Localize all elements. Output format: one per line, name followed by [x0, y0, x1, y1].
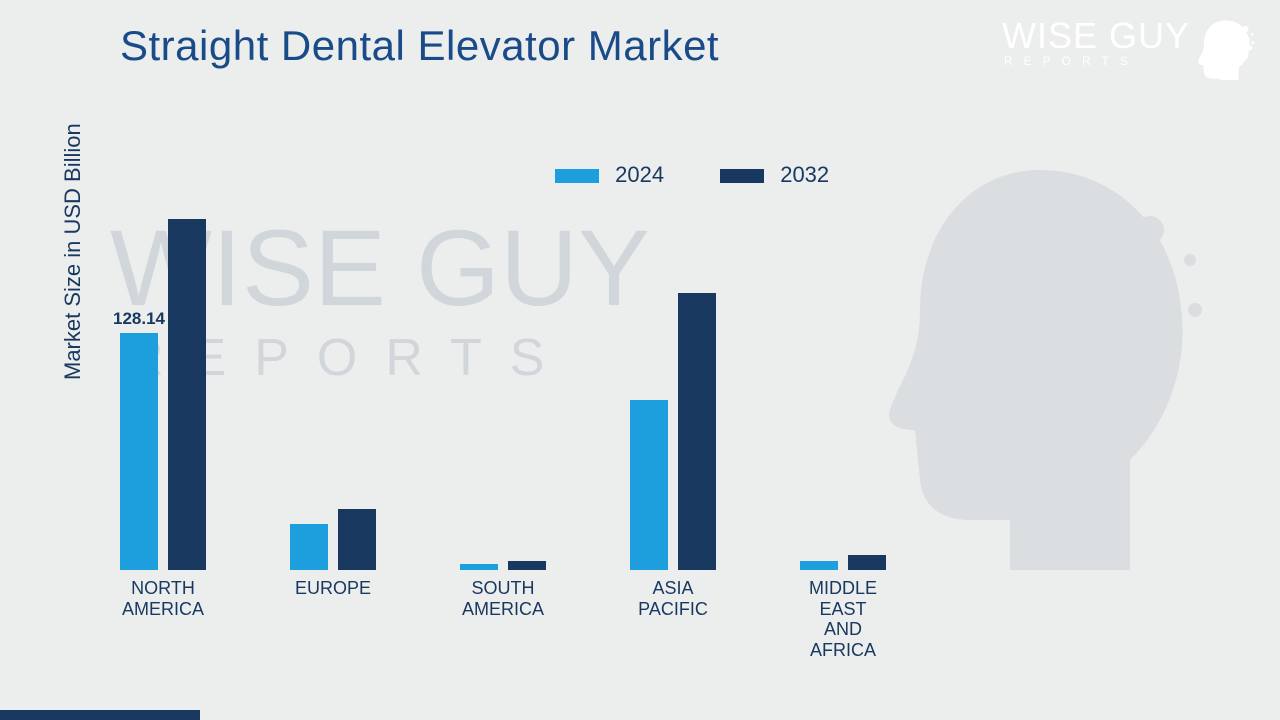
bar-chart: 128.14NORTHAMERICAEUROPESOUTHAMERICAASIA… [100, 200, 970, 570]
bar-2032 [508, 561, 546, 570]
bottom-strip [0, 710, 200, 720]
chart-title: Straight Dental Elevator Market [120, 22, 719, 70]
head-icon [1194, 18, 1256, 85]
bar-2024 [460, 564, 498, 570]
bar-2032 [848, 555, 886, 570]
bar-2024 [120, 333, 158, 570]
bar-value-label: 128.14 [113, 309, 165, 329]
brand-sub: REPORTS [1004, 54, 1190, 68]
brand-logo: WISE GUY REPORTS [1002, 18, 1256, 85]
bar-2024 [630, 400, 668, 570]
legend-item-2032: 2032 [720, 162, 829, 188]
legend-item-2024: 2024 [555, 162, 664, 188]
category-label: SOUTHAMERICA [428, 578, 578, 619]
brand-name: WISE GUY [1002, 15, 1190, 56]
bar-2032 [168, 219, 206, 571]
legend: 2024 2032 [555, 162, 829, 188]
bar-2024 [800, 561, 838, 570]
legend-swatch-2032 [720, 169, 764, 183]
legend-label-2024: 2024 [615, 162, 664, 187]
legend-swatch-2024 [555, 169, 599, 183]
category-label: ASIAPACIFIC [598, 578, 748, 619]
bar-2024 [290, 524, 328, 570]
category-label: NORTHAMERICA [88, 578, 238, 619]
y-axis-label: Market Size in USD Billion [60, 123, 86, 380]
bar-2032 [678, 293, 716, 571]
category-label: MIDDLEEASTANDAFRICA [768, 578, 918, 661]
category-label: EUROPE [258, 578, 408, 599]
legend-label-2032: 2032 [780, 162, 829, 187]
bar-2032 [338, 509, 376, 570]
chart-canvas: WISE GUY REPORTS Straight Dental Elevato… [0, 0, 1280, 720]
